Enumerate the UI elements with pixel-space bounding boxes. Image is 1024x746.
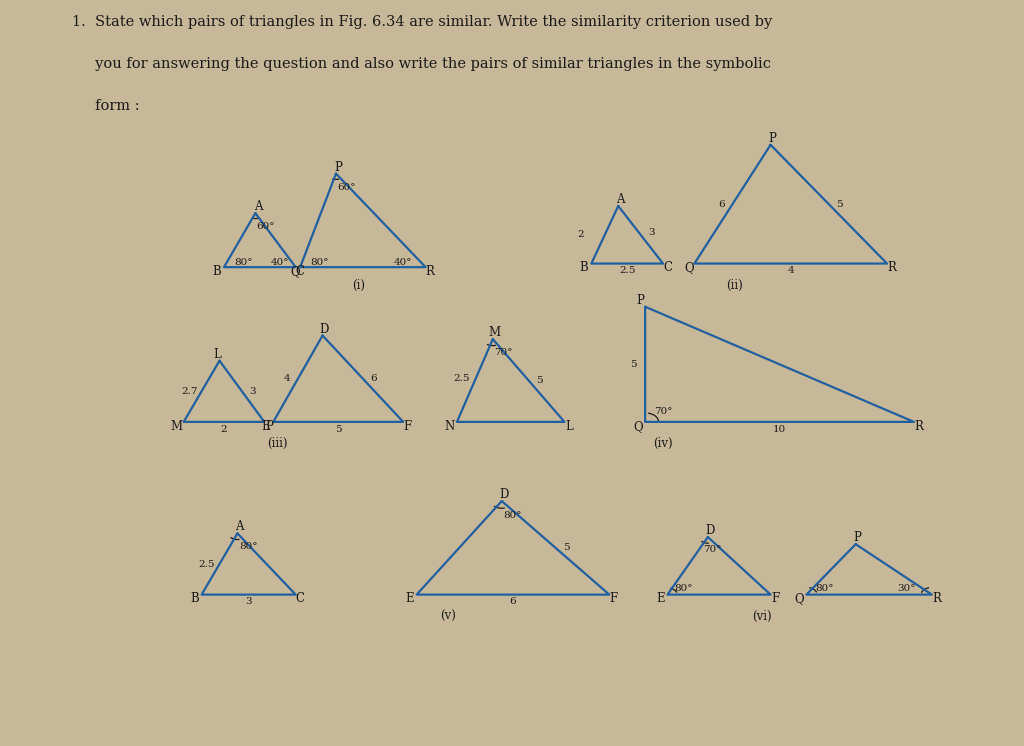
Text: E: E	[262, 420, 270, 433]
Text: P: P	[854, 531, 861, 545]
Text: 80°: 80°	[675, 584, 693, 593]
Text: R: R	[914, 420, 923, 433]
Text: (iii): (iii)	[267, 437, 288, 450]
Text: 5: 5	[837, 200, 843, 209]
Text: 6: 6	[371, 374, 377, 383]
Text: R: R	[932, 592, 941, 606]
Text: (v): (v)	[440, 609, 456, 623]
Text: (i): (i)	[352, 279, 365, 292]
Text: M: M	[488, 326, 501, 339]
Text: L: L	[565, 420, 572, 433]
Text: B: B	[580, 261, 589, 275]
Text: F: F	[771, 592, 779, 606]
Text: (ii): (ii)	[726, 279, 743, 292]
Text: 2.7: 2.7	[181, 386, 199, 396]
Text: 40°: 40°	[270, 257, 289, 266]
Text: Q: Q	[795, 592, 804, 606]
Text: form :: form :	[72, 99, 139, 113]
Text: 6: 6	[510, 598, 516, 606]
Text: 60°: 60°	[256, 222, 274, 231]
Text: P: P	[768, 132, 776, 145]
Text: 60°: 60°	[338, 184, 356, 192]
Text: Q: Q	[684, 261, 694, 275]
Text: D: D	[705, 524, 715, 537]
Text: 2.5: 2.5	[454, 374, 470, 383]
Text: 30°: 30°	[897, 584, 916, 593]
Text: (iv): (iv)	[653, 437, 673, 450]
Text: D: D	[499, 488, 508, 501]
Text: 10: 10	[773, 424, 786, 433]
Text: E: E	[656, 592, 665, 606]
Text: 2.5: 2.5	[618, 266, 636, 275]
Text: L: L	[213, 348, 221, 361]
Text: Q: Q	[633, 420, 643, 433]
Text: P: P	[265, 420, 272, 433]
Text: C: C	[663, 261, 672, 275]
Text: 4: 4	[787, 266, 794, 275]
Text: 2: 2	[221, 424, 227, 433]
Text: 80°: 80°	[815, 584, 834, 593]
Text: 3: 3	[648, 228, 654, 237]
Text: R: R	[426, 265, 434, 278]
Text: 1.  State which pairs of triangles in Fig. 6.34 are similar. Write the similarit: 1. State which pairs of triangles in Fig…	[72, 15, 772, 29]
Text: 80°: 80°	[234, 257, 253, 266]
Text: 70°: 70°	[495, 348, 513, 357]
Text: 5: 5	[537, 376, 543, 385]
Text: C: C	[296, 265, 305, 278]
Text: you for answering the question and also write the pairs of similar triangles in : you for answering the question and also …	[72, 57, 771, 71]
Text: 80°: 80°	[310, 257, 329, 266]
Text: 4: 4	[284, 374, 291, 383]
Text: 5: 5	[335, 424, 342, 433]
Text: A: A	[234, 521, 244, 533]
Text: M: M	[170, 420, 182, 433]
Text: F: F	[403, 420, 412, 433]
Text: 70°: 70°	[703, 545, 722, 554]
Text: (vi): (vi)	[752, 609, 771, 623]
Text: 80°: 80°	[239, 542, 257, 551]
Text: 40°: 40°	[394, 257, 413, 266]
Text: Q: Q	[290, 265, 300, 278]
Text: 2: 2	[578, 231, 584, 239]
Text: A: A	[254, 200, 262, 213]
Text: B: B	[190, 592, 199, 606]
Text: 5: 5	[630, 360, 637, 369]
Text: 70°: 70°	[653, 407, 673, 416]
Text: 80°: 80°	[503, 511, 522, 520]
Text: B: B	[212, 265, 221, 278]
Text: R: R	[887, 261, 896, 275]
Text: C: C	[296, 592, 305, 606]
Text: 3: 3	[246, 598, 252, 606]
Text: P: P	[334, 160, 342, 174]
Text: 3: 3	[250, 386, 256, 396]
Text: N: N	[444, 420, 455, 433]
Text: E: E	[406, 592, 414, 606]
Text: 5: 5	[563, 543, 569, 552]
Text: 6: 6	[719, 200, 725, 209]
Text: 2.5: 2.5	[198, 560, 214, 568]
Text: F: F	[609, 592, 617, 606]
Text: P: P	[637, 294, 644, 307]
Text: A: A	[615, 193, 625, 206]
Text: D: D	[319, 322, 329, 336]
